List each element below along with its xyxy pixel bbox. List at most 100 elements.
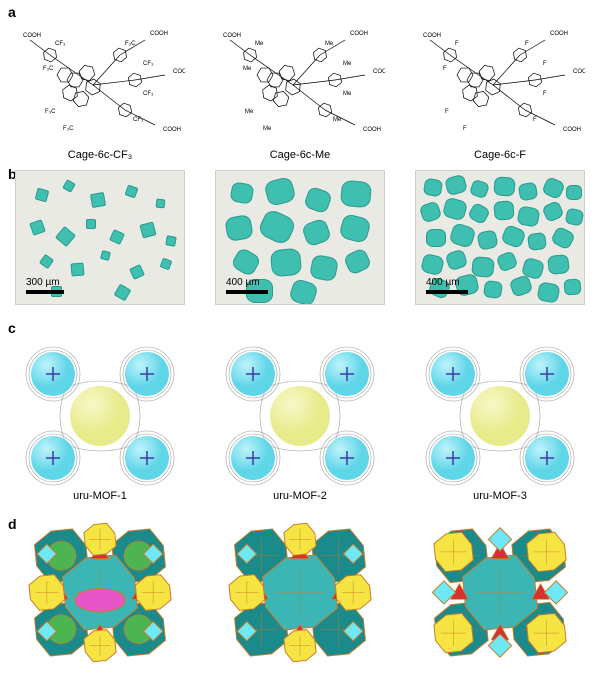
crystal (270, 248, 302, 278)
crystal (444, 174, 468, 197)
crystal (566, 185, 582, 200)
svg-text:F: F (543, 61, 547, 67)
svg-text:CF₃: CF₃ (55, 41, 66, 47)
crystal (340, 180, 372, 209)
svg-text:F: F (543, 91, 547, 97)
crystal-structure-1: uru-MOF-2 (215, 336, 385, 502)
svg-text:COOH: COOH (423, 33, 441, 39)
polyhedron-2 (415, 520, 585, 665)
svg-text:F₃C: F₃C (43, 66, 54, 72)
crystal (39, 254, 54, 269)
crystal (230, 246, 262, 277)
row-c: uru-MOF-1 uru-MOF-2 uru-MOF-3 (0, 322, 600, 502)
scalebar: 400 µm (426, 277, 468, 294)
crystal (493, 176, 516, 197)
svg-text:COOH: COOH (223, 33, 241, 39)
crystal (288, 278, 319, 305)
crystal (29, 219, 46, 236)
crystal (139, 221, 156, 238)
crystal (442, 196, 468, 221)
crystal (309, 254, 339, 282)
crystal (467, 202, 491, 226)
svg-text:F₃C: F₃C (45, 109, 56, 115)
crystal (303, 186, 333, 215)
crystal (90, 192, 106, 208)
scalebar-line (26, 290, 64, 294)
crystal (565, 207, 585, 226)
scalebar: 400 µm (226, 277, 268, 294)
crystal (541, 200, 564, 223)
crystal (257, 208, 298, 247)
crystal (35, 188, 50, 203)
micrograph-0: 300 µm (15, 170, 185, 305)
crystal (426, 229, 446, 247)
crystal (563, 278, 581, 295)
crystal (263, 176, 297, 207)
svg-text:CF₃: CF₃ (133, 117, 144, 123)
crystal (518, 182, 539, 202)
crystal (229, 181, 254, 205)
svg-text:CF₃: CF₃ (143, 61, 154, 67)
crystal (156, 199, 166, 209)
svg-text:COOH: COOH (350, 31, 368, 37)
svg-text:Me: Me (255, 41, 264, 47)
micrograph-2: 400 µm (415, 170, 585, 305)
crystal (338, 213, 372, 244)
svg-text:COOH: COOH (163, 127, 181, 133)
crystal (114, 284, 132, 302)
row-b: 300 µm 400 µm 400 µm (0, 170, 600, 310)
crystal (418, 200, 442, 223)
chem-caption: Cage-6c-F (474, 149, 526, 161)
chem-structure-1: COOHCOOHCOOHCOOHMeMeMeMeMeMeMeMeCage-6c-… (215, 25, 385, 161)
crystal (129, 264, 145, 280)
crystal (476, 229, 498, 251)
chem-caption: Cage-6c-CF₃ (68, 149, 132, 161)
svg-text:Me: Me (243, 66, 252, 72)
svg-text:COOH: COOH (150, 31, 168, 37)
crystal (86, 219, 96, 229)
crystal (547, 254, 570, 275)
xtal-caption: uru-MOF-1 (73, 490, 127, 502)
crystal (495, 250, 518, 273)
crystal (420, 253, 445, 277)
crystal (62, 179, 76, 193)
crystal (536, 281, 560, 304)
crystal (224, 214, 254, 242)
crystal (527, 232, 547, 251)
svg-text:Me: Me (343, 61, 352, 67)
crystal (493, 200, 515, 221)
svg-text:F₃C: F₃C (125, 41, 136, 47)
scalebar-label: 300 µm (26, 277, 60, 288)
svg-text:CF₃: CF₃ (143, 91, 154, 97)
svg-text:COOH: COOH (573, 69, 585, 75)
crystal (124, 184, 138, 198)
xtal-caption: uru-MOF-2 (273, 490, 327, 502)
crystal (343, 247, 373, 276)
svg-text:COOH: COOH (173, 69, 185, 75)
svg-text:COOH: COOH (550, 31, 568, 37)
crystal (301, 217, 332, 247)
crystal-structure-2: uru-MOF-3 (415, 336, 585, 502)
svg-text:F: F (455, 41, 459, 47)
scalebar-label: 400 µm (426, 277, 460, 288)
polyhedron-1 (215, 520, 385, 665)
svg-text:F: F (445, 109, 449, 115)
crystal-structure-0: uru-MOF-1 (15, 336, 185, 502)
crystal (423, 178, 444, 198)
chem-structure-0: COOHCOOHCOOHCOOHF₃CCF₃CF₃CF₃CF₃F₃CF₃CF₃C… (15, 25, 185, 161)
row-a: COOHCOOHCOOHCOOHF₃CCF₃CF₃CF₃CF₃F₃CF₃CF₃C… (0, 6, 600, 161)
crystal (100, 250, 111, 261)
crystal (469, 179, 490, 200)
row-d (0, 520, 600, 680)
chem-structure-2: COOHCOOHCOOHCOOHFFFFFFFFCage-6c-F (415, 25, 585, 161)
svg-text:F: F (525, 41, 529, 47)
micrograph-1: 400 µm (215, 170, 385, 305)
svg-text:F: F (463, 126, 467, 132)
crystal (517, 205, 541, 227)
svg-text:COOH: COOH (363, 127, 381, 133)
crystal (160, 258, 173, 271)
svg-text:Me: Me (333, 117, 342, 123)
svg-text:F: F (443, 66, 447, 72)
svg-text:Me: Me (263, 126, 272, 132)
crystal (445, 249, 469, 272)
